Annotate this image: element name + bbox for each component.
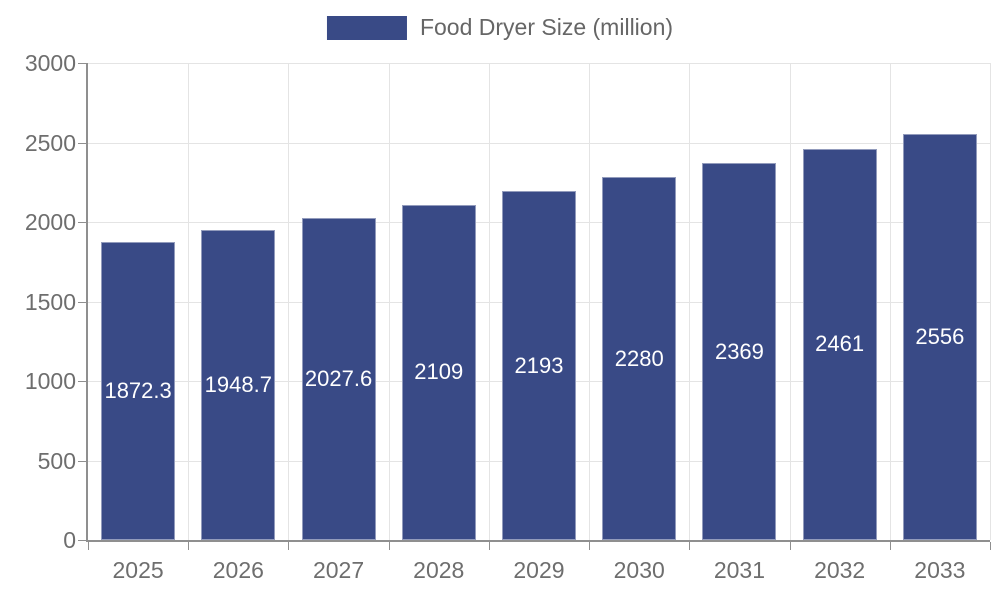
y-axis-tick <box>78 301 86 303</box>
x-axis-tick <box>689 542 691 550</box>
gridline-horizontal <box>88 63 990 64</box>
bar-2029[interactable] <box>502 191 576 540</box>
x-axis-label-2027: 2027 <box>312 557 365 583</box>
x-axis-tick <box>88 542 89 550</box>
gridline-vertical <box>288 63 290 540</box>
gridline-horizontal <box>88 142 990 144</box>
x-axis-label-2025: 2025 <box>112 557 164 583</box>
y-axis-label: 0 <box>63 527 76 553</box>
y-axis-label: 1500 <box>24 288 76 315</box>
y-axis-label: 2000 <box>24 209 76 235</box>
gridline-vertical <box>488 63 490 540</box>
bar-2033[interactable] <box>902 133 977 540</box>
x-axis-label-2031: 2031 <box>713 557 766 583</box>
y-axis-label: 3000 <box>24 50 76 76</box>
gridline-vertical <box>990 63 991 540</box>
gridline-vertical <box>689 63 691 540</box>
gridline-vertical <box>188 63 190 540</box>
y-axis-tick <box>78 63 86 64</box>
chart-legend[interactable]: Food Dryer Size (million) <box>326 14 674 41</box>
x-axis-label-2032: 2032 <box>814 557 866 583</box>
y-axis-tick <box>78 540 86 541</box>
y-axis-tick <box>78 381 86 382</box>
x-axis-tick <box>388 542 390 550</box>
y-axis-label: 2500 <box>24 129 76 156</box>
bar-2032[interactable] <box>802 148 877 540</box>
plot-area: 0 500 1000 1500 2000 2500 3000 1872.3 2025 1948.7… <box>25 50 991 583</box>
y-axis-tick <box>78 142 86 144</box>
x-axis-line <box>86 540 990 542</box>
y-axis-tick <box>78 460 86 462</box>
bar-2026[interactable] <box>201 230 276 540</box>
bar-2031[interactable] <box>702 163 777 540</box>
bar-2030[interactable] <box>602 177 677 540</box>
bar-2028[interactable] <box>401 204 476 540</box>
x-axis-tick <box>889 542 891 550</box>
x-axis-tick <box>589 542 591 550</box>
y-axis-line <box>86 63 88 540</box>
bar-2025[interactable] <box>101 242 176 540</box>
gridline-vertical <box>589 63 591 540</box>
x-axis-label-2028: 2028 <box>413 557 465 583</box>
x-axis-tick <box>288 542 290 550</box>
bar-2027[interactable] <box>301 217 376 540</box>
y-axis-label: 500 <box>37 447 76 474</box>
legend-label: Food Dryer Size (million) <box>419 14 674 40</box>
x-axis-tick <box>188 542 190 550</box>
x-axis-label-2030: 2030 <box>613 557 665 583</box>
x-axis-label-2033: 2033 <box>914 557 966 583</box>
gridline-vertical <box>889 63 891 540</box>
y-axis-label: 1000 <box>24 368 76 394</box>
y-axis-tick <box>78 222 86 223</box>
x-axis-label-2026: 2026 <box>212 557 264 583</box>
gridline-vertical <box>789 63 791 540</box>
legend-swatch <box>326 15 407 40</box>
x-axis-tick <box>789 542 791 550</box>
x-axis-tick <box>488 542 490 550</box>
x-axis-tick <box>990 542 991 550</box>
x-axis-label-2029: 2029 <box>513 557 565 583</box>
gridline-vertical <box>388 63 390 540</box>
